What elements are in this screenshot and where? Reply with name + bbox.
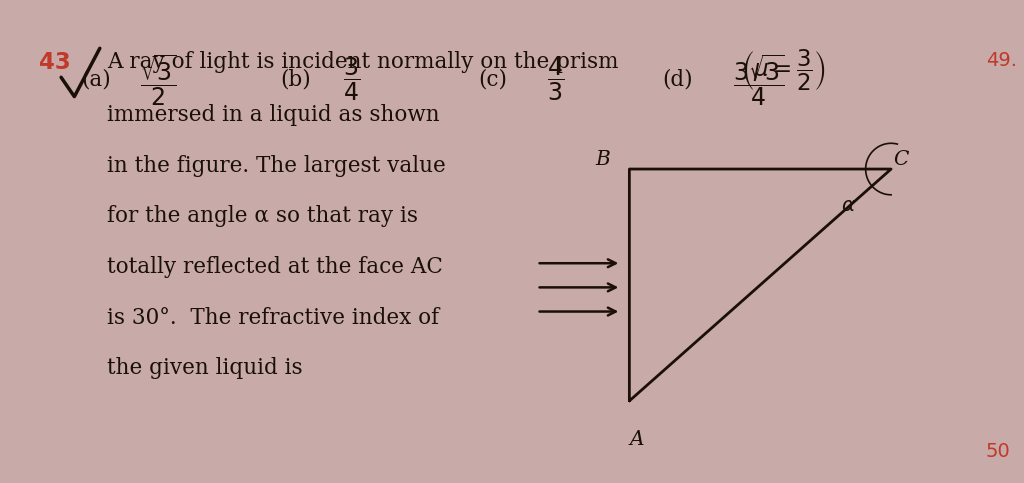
Text: for the angle α so that ray is: for the angle α so that ray is [106, 205, 418, 227]
Text: (a): (a) [82, 69, 112, 91]
Text: in the figure. The largest value: in the figure. The largest value [106, 155, 445, 177]
Text: 49.: 49. [986, 51, 1017, 70]
Text: A ray of light is incident normally on the prism: A ray of light is incident normally on t… [106, 51, 618, 73]
Text: $\dfrac{\sqrt{3}}{2}$: $\dfrac{\sqrt{3}}{2}$ [139, 52, 176, 108]
Text: 50: 50 [986, 442, 1011, 461]
Text: B: B [596, 150, 610, 169]
Text: $\dfrac{4}{3}$: $\dfrac{4}{3}$ [547, 56, 563, 103]
Text: (c): (c) [478, 69, 508, 91]
Text: C: C [894, 150, 909, 169]
Text: is 30°.  The refractive index of: is 30°. The refractive index of [106, 307, 439, 329]
Text: $\left(\mu = \dfrac{3}{2}\right)$: $\left(\mu = \dfrac{3}{2}\right)$ [741, 48, 826, 94]
Text: 43: 43 [39, 51, 71, 74]
Text: the given liquid is: the given liquid is [106, 357, 302, 380]
Text: $\dfrac{3\sqrt{3}}{4}$: $\dfrac{3\sqrt{3}}{4}$ [733, 52, 784, 108]
Text: $\alpha$: $\alpha$ [841, 196, 856, 215]
Text: (d): (d) [662, 69, 692, 91]
Text: totally reflected at the face AC: totally reflected at the face AC [106, 256, 442, 278]
Text: immersed in a liquid as shown: immersed in a liquid as shown [106, 104, 439, 126]
Text: A: A [629, 430, 644, 449]
Text: (b): (b) [280, 69, 311, 91]
Text: $\dfrac{3}{4}$: $\dfrac{3}{4}$ [343, 56, 359, 103]
